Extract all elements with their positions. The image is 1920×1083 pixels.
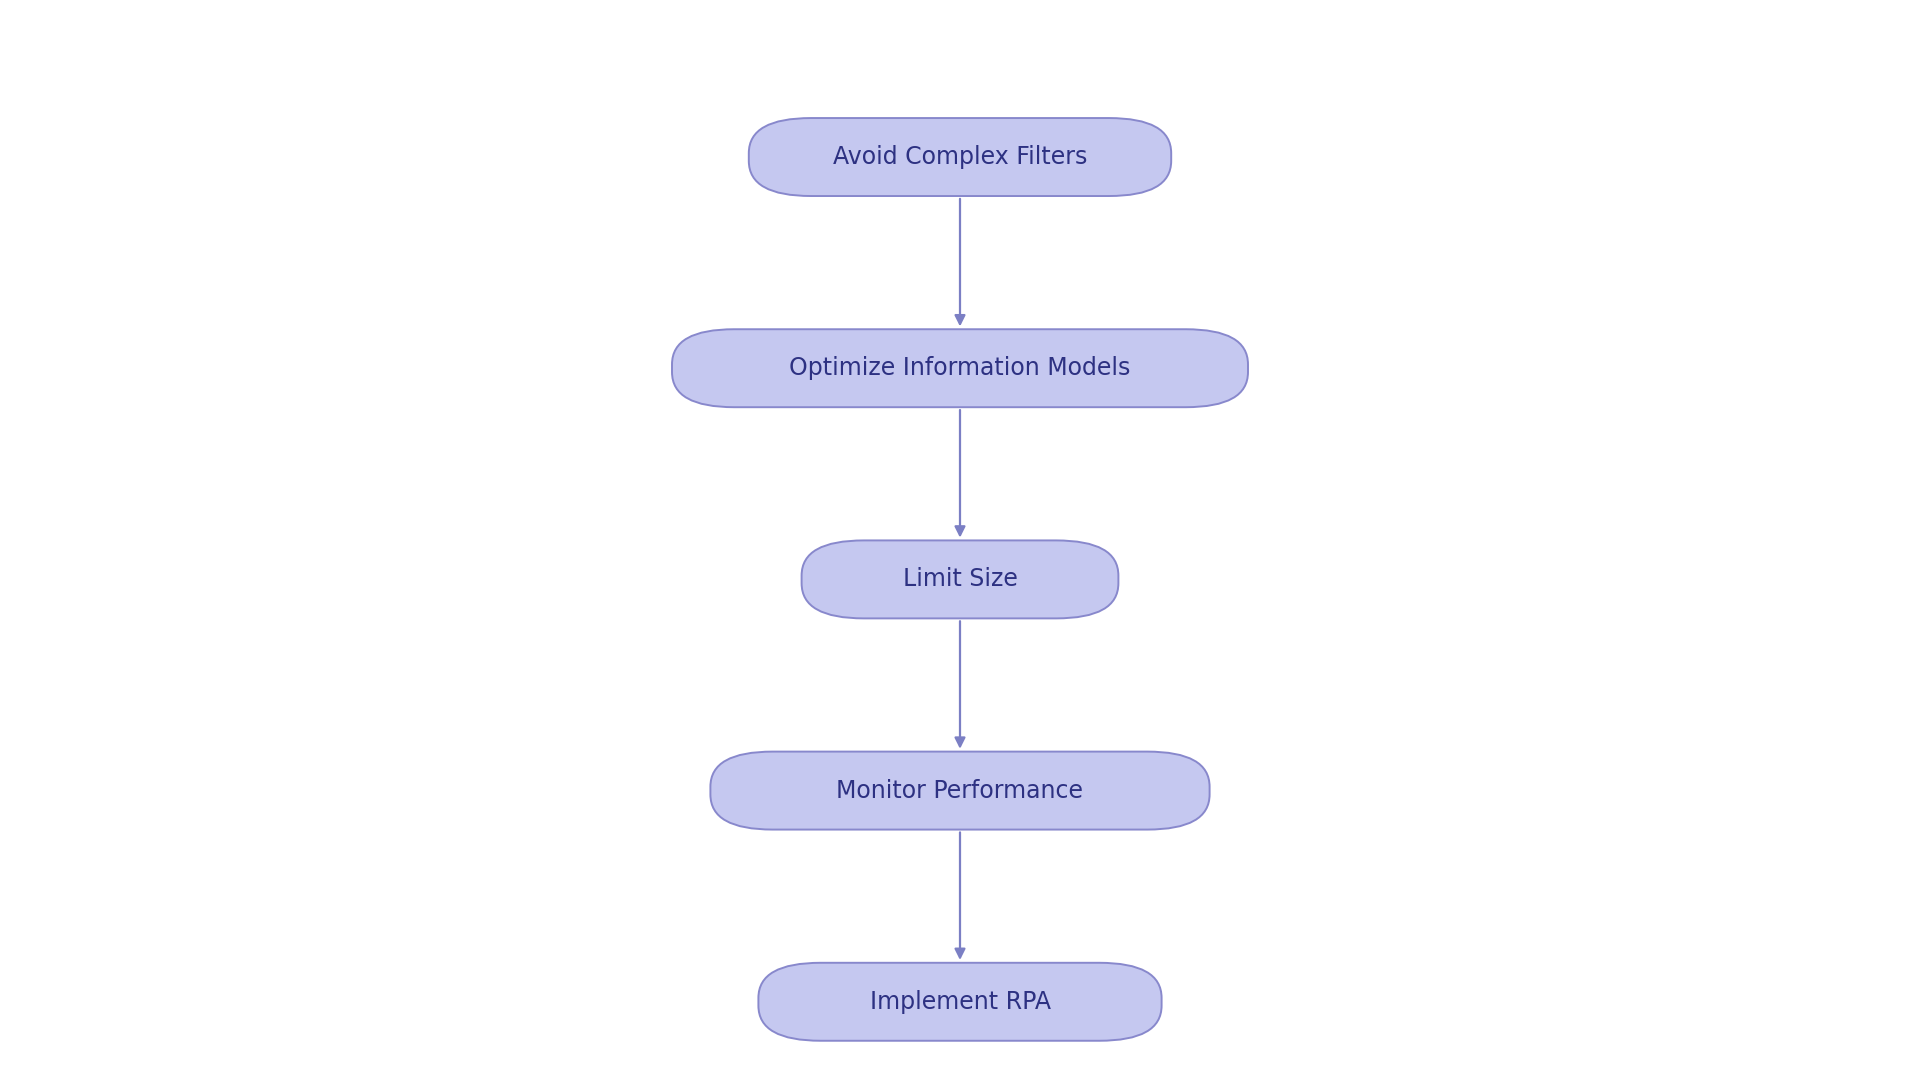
Text: Implement RPA: Implement RPA	[870, 990, 1050, 1014]
FancyBboxPatch shape	[801, 540, 1117, 618]
FancyBboxPatch shape	[672, 329, 1248, 407]
FancyBboxPatch shape	[758, 963, 1162, 1041]
FancyBboxPatch shape	[710, 752, 1210, 830]
Text: Avoid Complex Filters: Avoid Complex Filters	[833, 145, 1087, 169]
FancyBboxPatch shape	[749, 118, 1171, 196]
Text: Limit Size: Limit Size	[902, 567, 1018, 591]
Text: Optimize Information Models: Optimize Information Models	[789, 356, 1131, 380]
Text: Monitor Performance: Monitor Performance	[837, 779, 1083, 803]
